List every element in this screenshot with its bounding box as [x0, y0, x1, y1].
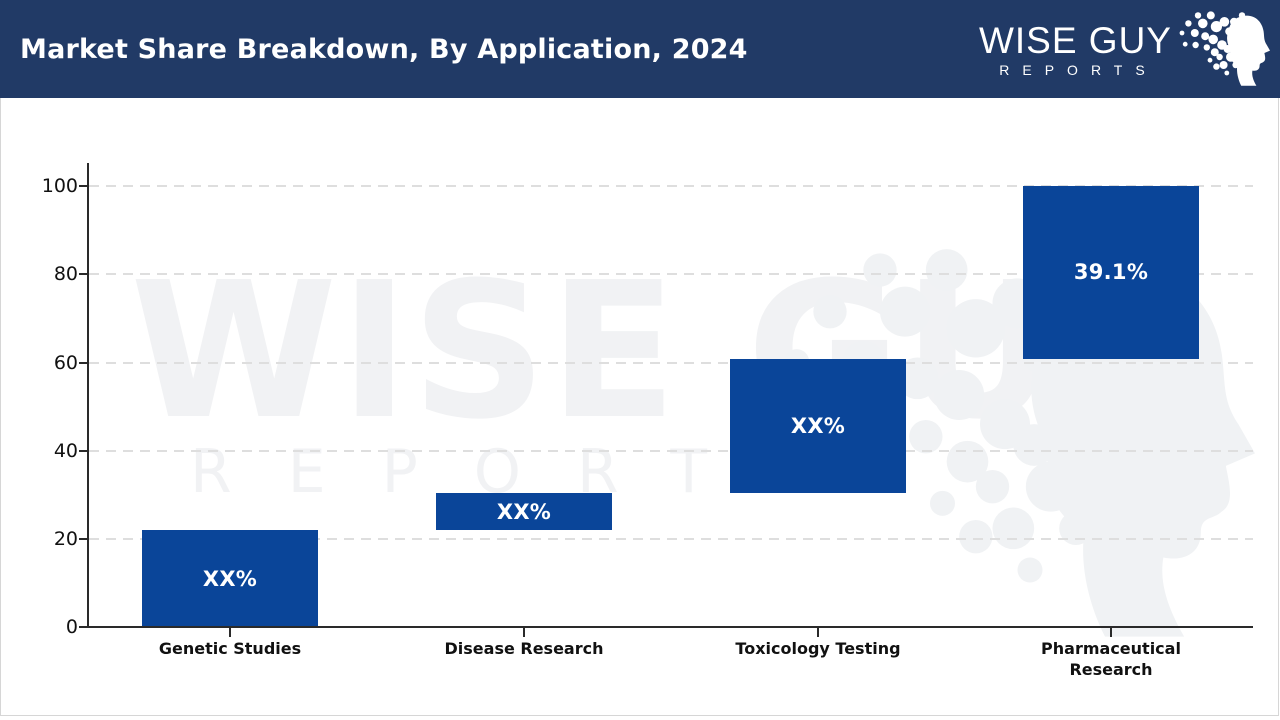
bar-toxicology-testing: XX%: [730, 358, 906, 494]
bar-value-label: XX%: [202, 566, 258, 591]
bar-value-label: 39.1%: [1073, 260, 1149, 285]
x-tick-mark-3: [1110, 628, 1112, 637]
chart-title: Market Share Breakdown, By Application, …: [20, 33, 748, 65]
wise-guy-reports-logo: WISE GUY REPORTS: [979, 7, 1280, 91]
y-tick-mark-100: [79, 185, 88, 188]
gridline-40: [89, 449, 1253, 452]
y-tick-mark-40: [79, 449, 88, 452]
y-tick-label-40: 40: [53, 439, 78, 462]
x-category-label-1: Disease Research: [444, 639, 604, 658]
gridline-80: [89, 273, 1253, 276]
gridline-100: [89, 185, 1253, 188]
dotted-face-icon: [1179, 11, 1270, 86]
bar-value-label: XX%: [496, 499, 552, 524]
x-tick-mark-1: [523, 628, 525, 637]
y-tick-label-60: 60: [53, 351, 78, 374]
y-tick-label-80: 80: [53, 263, 78, 286]
y-tick-mark-80: [79, 273, 88, 276]
y-tick-mark-20: [79, 537, 88, 540]
x-tick-mark-2: [817, 628, 819, 637]
y-tick-mark-0: [79, 626, 88, 628]
logo-wordmark: WISE GUY: [978, 19, 1172, 61]
x-tick-mark-0: [229, 628, 231, 637]
bar-genetic-studies: XX%: [142, 530, 318, 627]
x-axis-spine: [87, 626, 1253, 628]
bar-value-label: XX%: [790, 413, 846, 438]
gridline-20: [89, 537, 1253, 540]
x-category-label-3: Pharmaceutical Research: [1041, 639, 1181, 679]
y-axis-spine: [87, 163, 89, 628]
watermark-subtitle: REPORTS: [190, 437, 858, 507]
gridline-60: [89, 361, 1253, 364]
y-tick-mark-60: [79, 361, 88, 364]
logo-text: WISE GUY REPORTS: [979, 22, 1172, 77]
x-category-label-0: Genetic Studies: [158, 639, 302, 658]
bar-disease-research: XX%: [436, 493, 612, 531]
y-tick-label-0: 0: [65, 616, 78, 638]
header-band: Market Share Breakdown, By Application, …: [0, 0, 1280, 98]
logo-subtitle: REPORTS: [999, 61, 1158, 78]
x-category-label-2: Toxicology Testing: [735, 639, 901, 658]
bar-pharmaceutical-research: 39.1%: [1023, 186, 1199, 359]
y-tick-label-20: 20: [53, 527, 78, 550]
y-tick-label-100: 100: [41, 175, 78, 198]
